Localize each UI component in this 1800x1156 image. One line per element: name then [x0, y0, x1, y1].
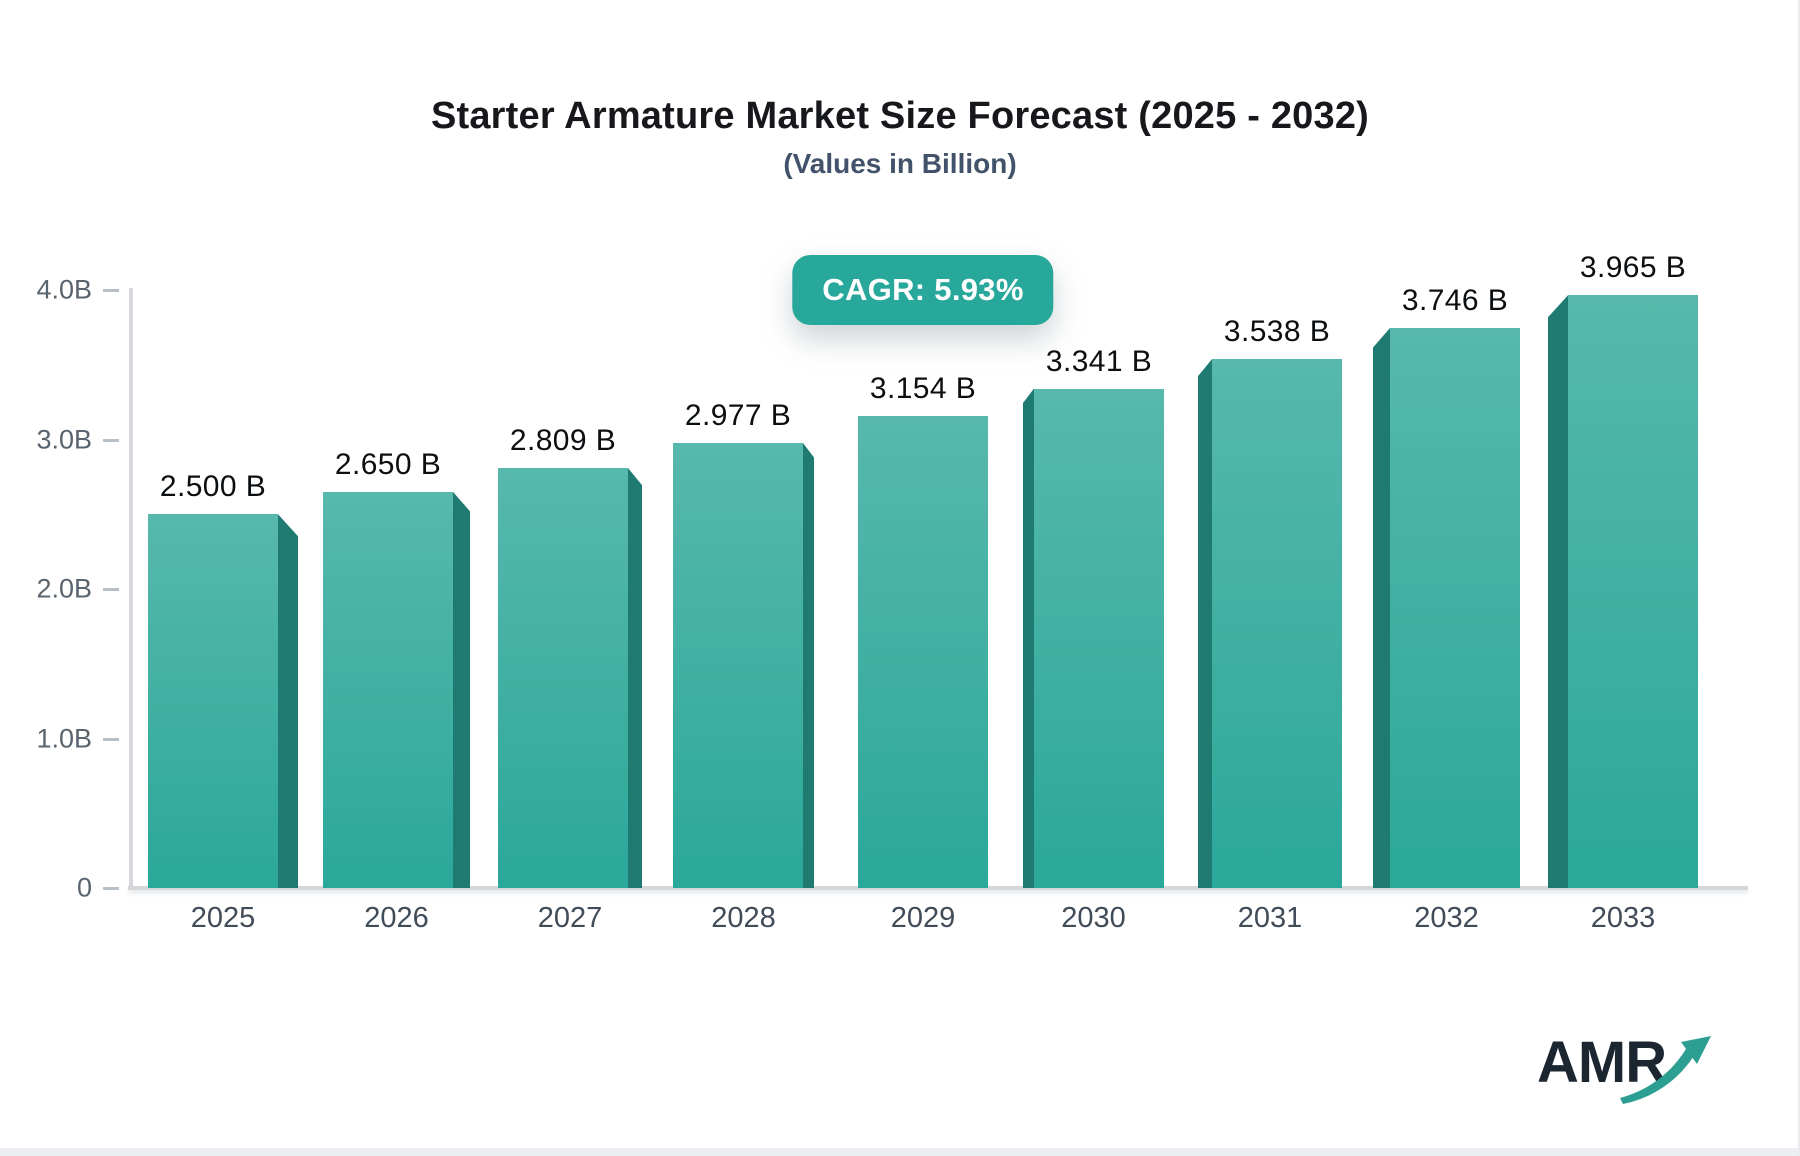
bar-side-shadow-2033 [1548, 295, 1568, 888]
bar-face-2030 [1034, 388, 1164, 888]
bar-face-2031 [1212, 359, 1342, 888]
chart-subtitle: (Values in Billion) [783, 148, 1017, 179]
bar-side-shadow-2025 [278, 514, 298, 888]
bar-face-2032 [1390, 327, 1520, 888]
y-axis-tick-label: 0 [76, 872, 92, 903]
x-axis-label-2028: 2028 [711, 902, 776, 934]
bar-face-2033 [1568, 295, 1698, 888]
x-axis-label-2031: 2031 [1237, 902, 1303, 934]
bar-value-label-2032: 3.746 B [1401, 283, 1509, 317]
amr-logo: AMR [1537, 1034, 1717, 1124]
bar-value-label-2028: 2.977 B [684, 398, 792, 432]
window-bottom-edge [0, 1148, 1800, 1156]
x-axis-label-2027: 2027 [537, 902, 603, 934]
bar-side-shadow-2030 [1023, 388, 1034, 888]
bar-side-shadow-2026 [453, 491, 470, 888]
amr-logo-text: AMR [1537, 1030, 1667, 1095]
x-axis-label-2025: 2025 [190, 902, 256, 934]
chart-title: Starter Armature Market Size Forecast (2… [430, 95, 1370, 137]
y-axis-tick-label: 2.0B [36, 573, 92, 604]
x-axis-label-2033: 2033 [1590, 902, 1656, 934]
bar-value-label-2031: 3.538 B [1223, 315, 1331, 349]
bar-value-label-2027: 2.809 B [509, 424, 617, 458]
y-axis-tick [103, 289, 119, 292]
x-axis-label-2029: 2029 [890, 902, 956, 934]
y-axis-tick [103, 737, 119, 741]
bar-value-label-2025: 2.500 B [159, 470, 267, 504]
x-axis-line [128, 886, 1748, 890]
bar-face-2029 [858, 416, 988, 888]
y-axis-tick-label: 4.0B [36, 274, 92, 305]
bar-side-shadow-2027 [628, 468, 642, 888]
bar-side-shadow-2028 [803, 442, 814, 888]
x-axis-label-2026: 2026 [364, 902, 429, 934]
y-axis-tick-label: 3.0B [36, 424, 92, 454]
bar-value-label-2033: 3.965 B [1579, 251, 1687, 285]
bar-value-label-2030: 3.341 B [1045, 344, 1153, 378]
window-right-edge [1798, 0, 1800, 1156]
bar-face-2027 [498, 468, 628, 888]
y-axis-tick [103, 588, 119, 591]
bar-value-label-2026: 2.650 B [334, 447, 442, 481]
y-axis-tick-label: 1.0B [36, 723, 92, 753]
growth-arrow-icon [1620, 1036, 1711, 1104]
bar-face-2025 [148, 514, 278, 888]
x-axis-label-2032: 2032 [1414, 902, 1479, 934]
bar-value-label-2029: 3.154 B [869, 372, 977, 406]
y-axis-tick [103, 438, 119, 442]
y-axis-line [129, 288, 133, 890]
y-axis-tick [103, 887, 119, 890]
x-axis-label-2030: 2030 [1061, 902, 1126, 934]
bar-face-2028 [673, 442, 803, 888]
cagr-badge: CAGR: 5.93% [792, 255, 1054, 325]
bar-face-2026 [323, 491, 453, 888]
bar-side-shadow-2031 [1198, 359, 1212, 888]
bar-side-shadow-2032 [1373, 327, 1390, 888]
